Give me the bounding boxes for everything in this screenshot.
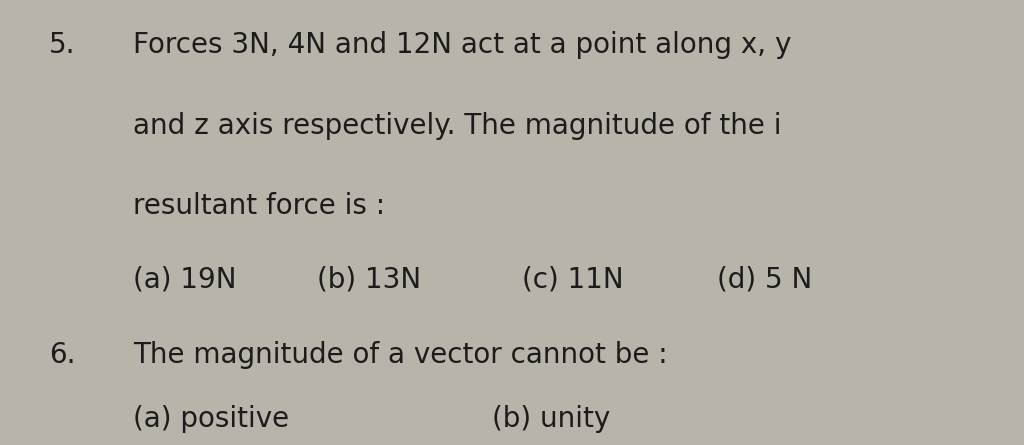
Text: 5.: 5. — [49, 32, 76, 59]
Text: (b) unity: (b) unity — [492, 405, 609, 433]
Text: (b) 13N: (b) 13N — [317, 265, 422, 293]
Text: 6.: 6. — [49, 341, 76, 368]
Text: resultant force is :: resultant force is : — [133, 192, 385, 219]
Text: and z axis respectively. The magnitude of the i: and z axis respectively. The magnitude o… — [133, 112, 781, 139]
Text: (c) 11N: (c) 11N — [522, 265, 624, 293]
Text: (a) positive: (a) positive — [133, 405, 289, 433]
Text: (a) 19N: (a) 19N — [133, 265, 237, 293]
Text: The magnitude of a vector cannot be :: The magnitude of a vector cannot be : — [133, 341, 668, 368]
Text: Forces 3N, 4N and 12N act at a point along x, y: Forces 3N, 4N and 12N act at a point alo… — [133, 32, 792, 59]
Text: (d) 5 N: (d) 5 N — [717, 265, 812, 293]
